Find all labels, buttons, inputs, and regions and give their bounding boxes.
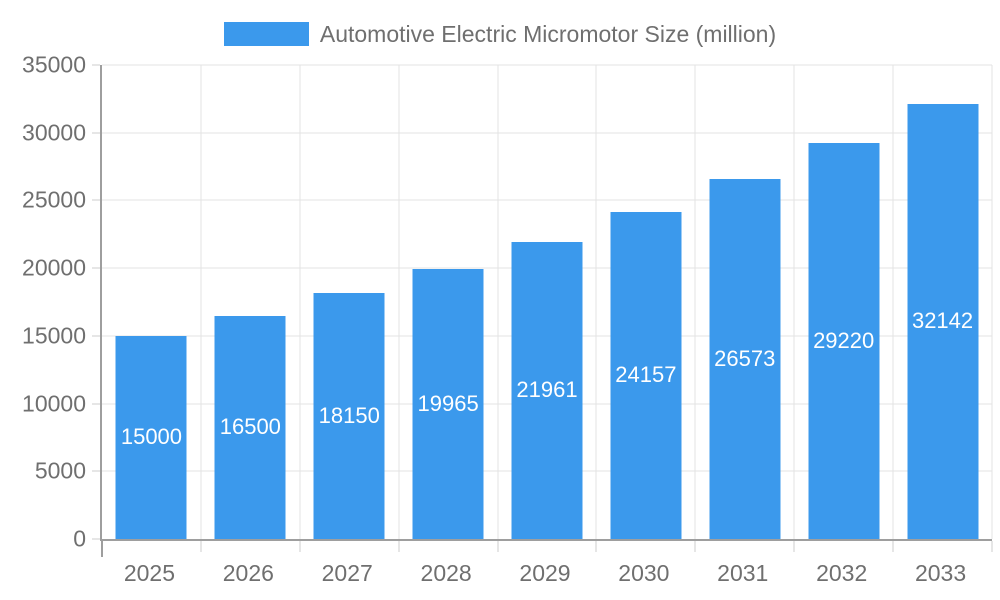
bar-value-label: 16500 xyxy=(219,414,281,440)
bar: 19965 xyxy=(412,268,484,539)
y-axis-tick xyxy=(92,470,100,472)
bar-value-label: 21961 xyxy=(516,377,578,403)
bar-value-label: 15000 xyxy=(120,424,183,450)
y-axis-label: 0 xyxy=(73,525,86,552)
bar: 26573 xyxy=(709,179,781,539)
bar-value-label: 32142 xyxy=(911,308,974,334)
y-axis-tick xyxy=(92,132,100,134)
gridline-vertical xyxy=(497,65,499,539)
plot-area: 15000 16500 18150 19965 21961 24157 26573 29220… xyxy=(92,64,993,557)
bar: 18150 xyxy=(313,293,385,539)
y-axis-label: 30000 xyxy=(22,119,86,146)
legend[interactable]: Automotive Electric Micromotor Size (mil… xyxy=(0,21,1000,47)
y-axis-label: 10000 xyxy=(22,390,86,417)
bar-value-label: 26573 xyxy=(714,346,776,372)
x-axis-label: 2030 xyxy=(618,560,670,586)
bar: 15000 xyxy=(115,335,187,539)
gridline-vertical xyxy=(200,65,202,539)
y-axis-label: 25000 xyxy=(22,186,86,213)
x-axis-tick xyxy=(694,541,696,552)
bar-value-label: 19965 xyxy=(417,390,479,416)
gridline-horizontal xyxy=(102,199,992,201)
bar: 16500 xyxy=(214,315,286,539)
x-axis-label: 2025 xyxy=(123,560,176,586)
y-axis-tick xyxy=(92,267,100,269)
x-axis-tick xyxy=(299,541,301,552)
y-axis-label: 15000 xyxy=(22,322,86,349)
y-axis-tick xyxy=(92,199,100,201)
bar-value-label: 24157 xyxy=(615,362,677,388)
legend-label: Automotive Electric Micromotor Size (mil… xyxy=(319,20,777,47)
x-axis-label: 2032 xyxy=(816,560,868,586)
gridline-horizontal xyxy=(102,64,992,66)
x-axis-label: 2028 xyxy=(420,560,472,586)
y-axis-tick xyxy=(92,538,100,540)
x-axis-label: 2027 xyxy=(321,560,373,586)
y-axis-label: 5000 xyxy=(34,457,86,484)
x-axis-label: 2031 xyxy=(717,560,769,586)
bar-value-label: 18150 xyxy=(318,403,380,429)
gridline-vertical xyxy=(299,65,301,539)
y-axis-label: 20000 xyxy=(22,254,86,281)
x-axis-tick xyxy=(991,541,993,552)
bar-value-label: 29220 xyxy=(813,328,875,354)
x-axis-tick xyxy=(892,541,894,552)
x-axis-label: 2026 xyxy=(222,560,274,586)
y-axis-tick xyxy=(92,403,100,405)
gridline-vertical xyxy=(793,65,795,539)
y-axis-tick xyxy=(92,335,100,337)
x-axis-tick xyxy=(398,541,400,552)
y-axis-tick xyxy=(92,64,100,66)
gridline-vertical xyxy=(892,65,894,539)
bar: 32142 xyxy=(907,103,979,539)
gridline-vertical xyxy=(991,65,993,539)
x-axis-label: 2029 xyxy=(519,560,571,586)
bar: 29220 xyxy=(808,143,880,539)
x-axis-tick xyxy=(200,541,202,552)
legend-swatch xyxy=(223,22,309,46)
bar: 21961 xyxy=(511,241,583,539)
bar: 24157 xyxy=(610,211,682,539)
gridline-vertical xyxy=(694,65,696,539)
x-axis-tick xyxy=(793,541,795,552)
gridline-vertical xyxy=(595,65,597,539)
gridline-vertical xyxy=(398,65,400,539)
x-axis-label: 2033 xyxy=(914,560,967,586)
y-axis-label: 35000 xyxy=(22,51,86,78)
gridline-horizontal xyxy=(102,132,992,134)
x-axis-tick xyxy=(595,541,597,552)
x-axis-tick xyxy=(101,541,103,557)
x-axis-tick xyxy=(497,541,499,552)
